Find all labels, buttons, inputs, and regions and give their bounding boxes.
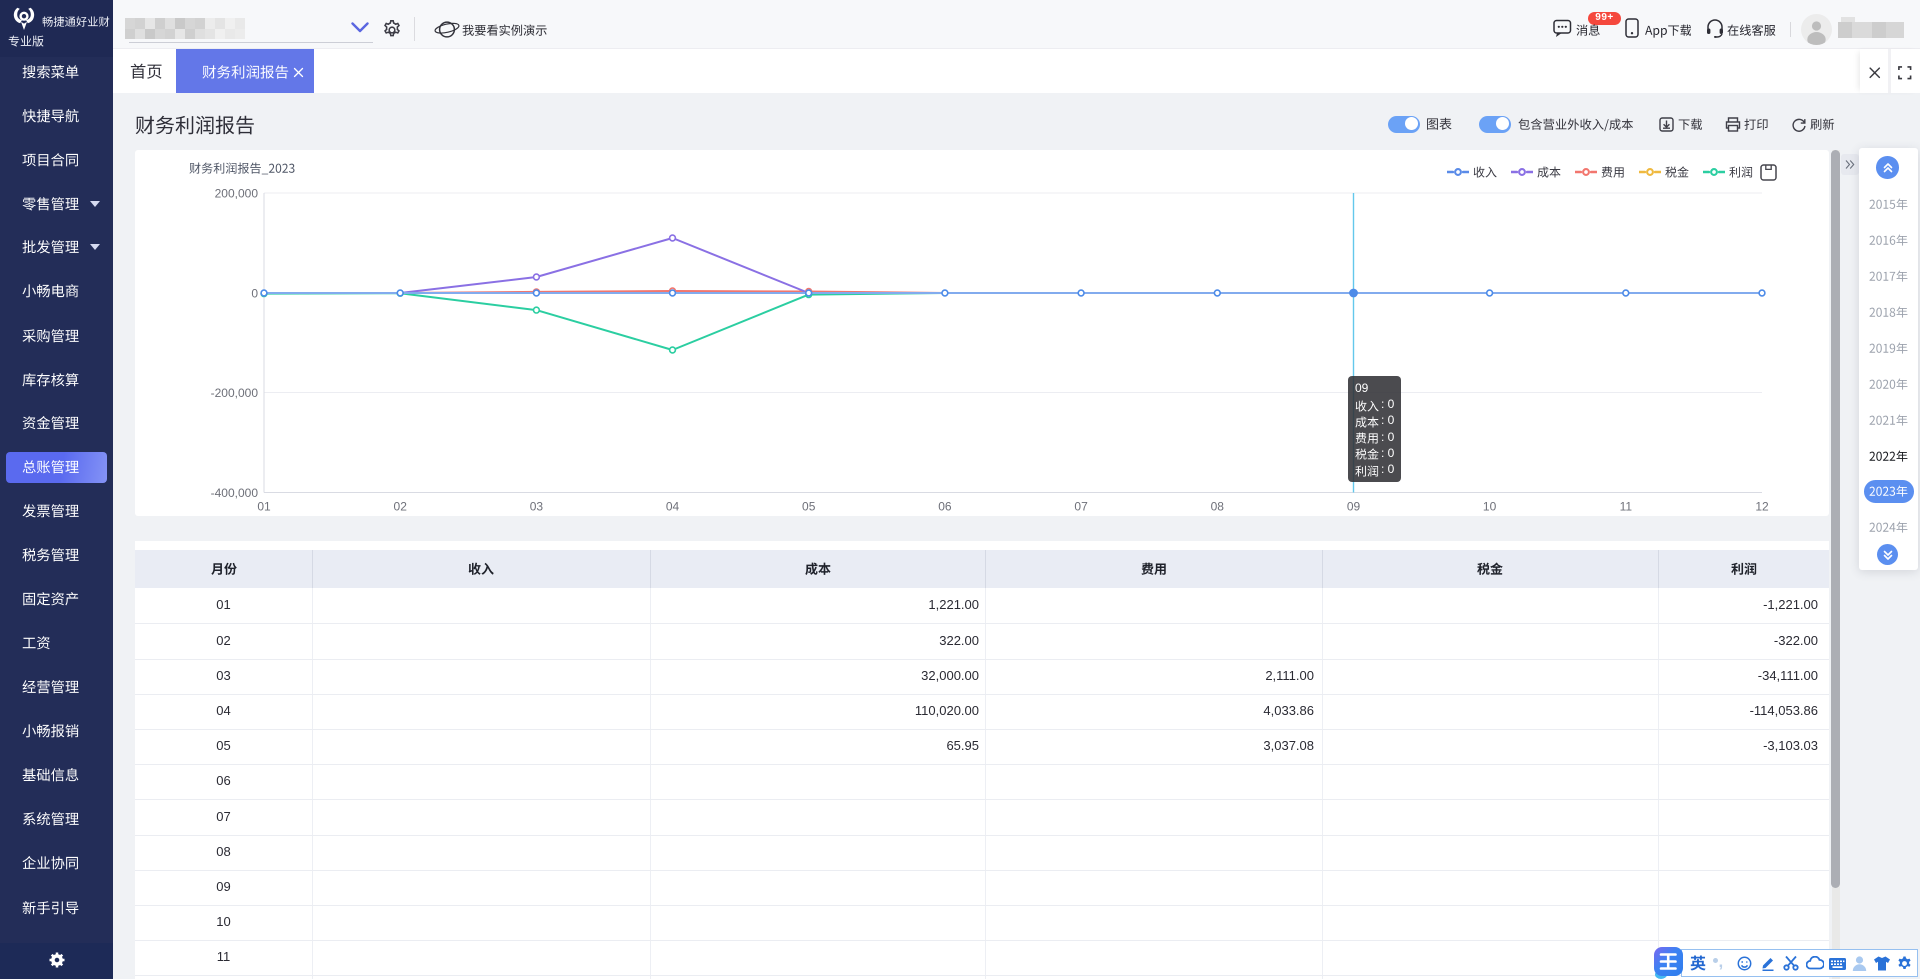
svg-text:-400,000: -400,000: [211, 486, 259, 500]
svg-text:06: 06: [938, 500, 952, 514]
svg-text:01: 01: [257, 500, 271, 514]
svg-text:11: 11: [1620, 500, 1633, 514]
svg-text:05: 05: [802, 500, 816, 514]
svg-text:12: 12: [1755, 500, 1769, 514]
svg-text:02: 02: [394, 500, 408, 514]
svg-text:10: 10: [1483, 500, 1497, 514]
svg-text:08: 08: [1211, 500, 1225, 514]
svg-text:09: 09: [1347, 500, 1361, 514]
svg-text:200,000: 200,000: [215, 187, 259, 201]
svg-text:04: 04: [666, 500, 680, 514]
svg-text:03: 03: [530, 500, 544, 514]
svg-text:-200,000: -200,000: [211, 386, 259, 400]
svg-text:07: 07: [1074, 500, 1088, 514]
svg-text:0: 0: [251, 287, 258, 301]
